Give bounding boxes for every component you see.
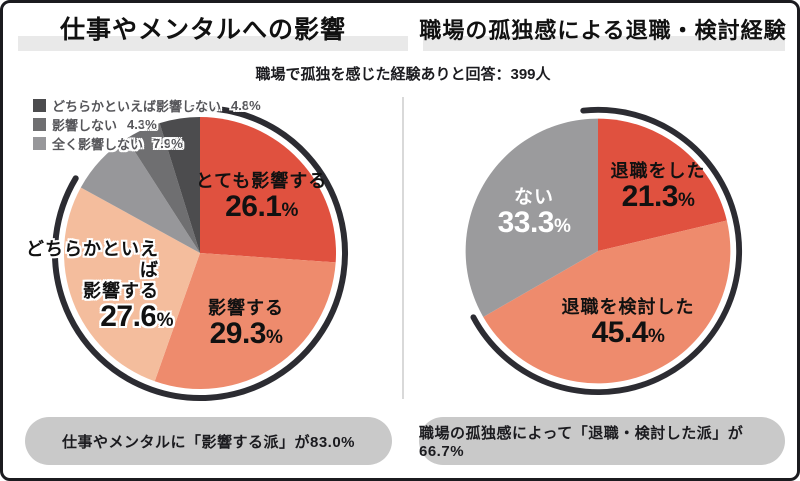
legend-swatch-medium-gray: [33, 117, 46, 131]
legend-percent: 4.8%: [231, 97, 261, 113]
pie-slice-4: [126, 123, 200, 253]
slice-label-affected: 影響する 29.3%: [208, 298, 284, 350]
legend-label: 影響しない: [52, 117, 118, 133]
legend-percent: 4.3%: [127, 116, 157, 132]
pie-slice-1: [154, 253, 336, 390]
pie-slice-0: [200, 117, 337, 263]
emphasis-arc: [470, 107, 743, 395]
impact-legend: どちらかといえば影響しない 4.8% 影響しない 4.3% 全く影響しない 7.…: [33, 96, 261, 153]
slice-label-very-affected: とても影響する 26.1%: [195, 171, 328, 223]
legend-label: 全く影響しない: [52, 136, 144, 152]
pie-slice-2: [63, 187, 200, 382]
respondent-count-subtitle: 職場で孤独を感じた経験ありと回答：399人: [255, 66, 551, 83]
right-summary-pill: 職場の孤独感によって「退職・検討した派」が66.7%: [419, 417, 785, 465]
slice-label-somewhat-affected: どちらかといえば 影響する 27.6%: [26, 239, 174, 333]
legend-swatch-light-gray: [33, 136, 46, 150]
slice-label-resigned: 退職をした 21.3%: [610, 161, 706, 213]
legend-item: どちらかといえば影響しない 4.8%: [33, 96, 261, 114]
legend-item: 影響しない 4.3%: [33, 115, 261, 133]
legend-label: どちらかといえば影響しない: [52, 98, 222, 114]
legend-swatch-dark-gray: [33, 98, 46, 112]
pie-slice-2: [465, 118, 598, 317]
vertical-divider: [402, 97, 404, 399]
slice-label-none: ない 33.3%: [497, 187, 571, 239]
right-chart-title: 職場の孤独感による退職・検討経験: [419, 18, 787, 43]
title-highlight-bar-right: [423, 36, 785, 51]
pie-slice-3: [80, 138, 200, 253]
pie-slice-1: [483, 220, 731, 384]
resignation-pie-chart: [465, 107, 743, 395]
pie-slice-5: [159, 117, 200, 253]
legend-percent: 7.9%: [153, 135, 183, 151]
title-highlight-bar-left: [18, 36, 408, 51]
slice-label-considered-resigning: 退職を検討した 45.4%: [561, 297, 695, 349]
left-summary-pill: 仕事やメンタルに「影響する派」が83.0%: [25, 417, 392, 465]
emphasis-arc: [52, 105, 348, 401]
impact-pie-chart: [52, 105, 348, 401]
legend-item: 全く影響しない 7.9%: [33, 134, 261, 152]
left-chart-title: 仕事やメンタルへの影響: [59, 16, 346, 44]
pie-slice-0: [598, 118, 727, 251]
